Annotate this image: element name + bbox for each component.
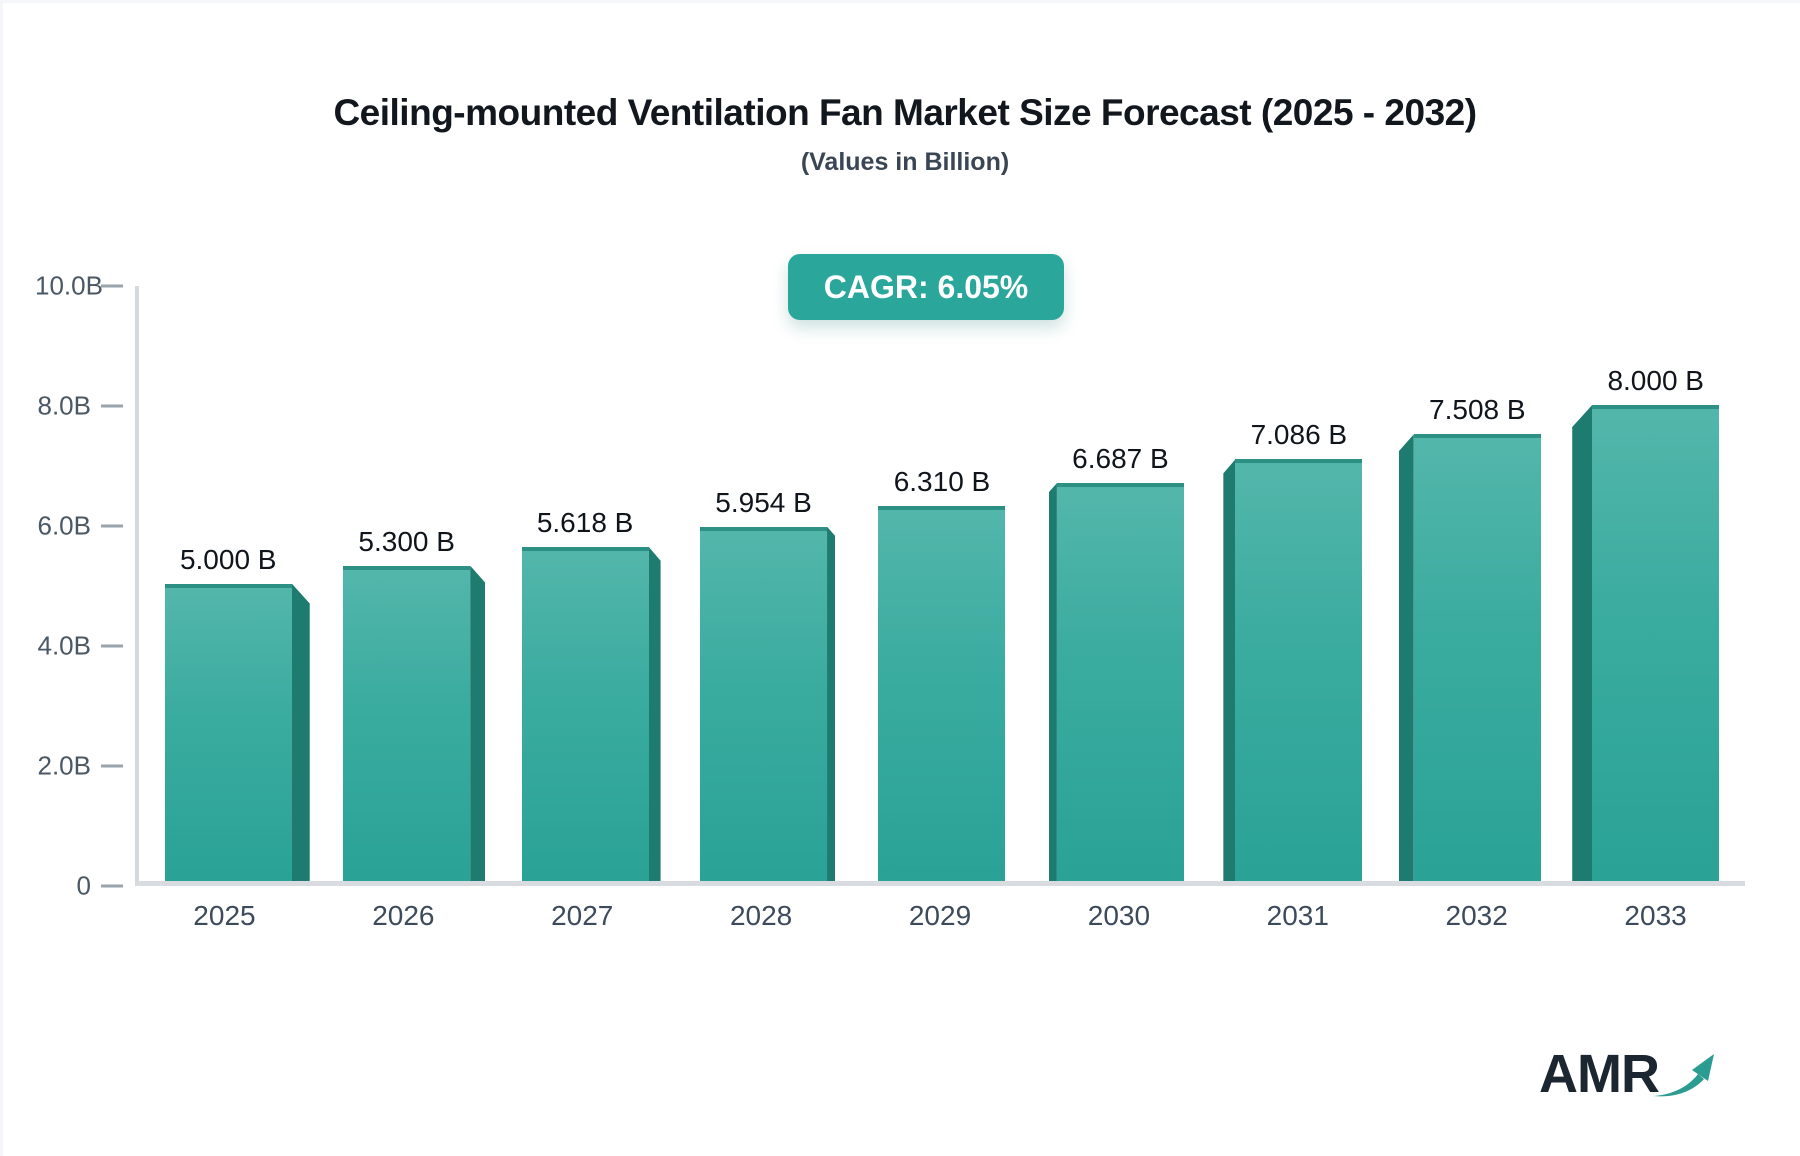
y-axis-tick-label: 8.0B xyxy=(37,390,92,421)
y-axis-tick-label: 10.0B xyxy=(35,270,103,301)
bar-value-label: 5.000 B xyxy=(179,543,277,575)
bar-side-face xyxy=(470,565,486,881)
bar-side-face xyxy=(1572,405,1593,881)
bar-slot: 7.508 B xyxy=(1388,286,1566,881)
chart-title: Ceiling-mounted Ventilation Fan Market S… xyxy=(333,92,1477,133)
cagr-badge: CAGR: 6.05% xyxy=(788,254,1064,320)
plot-area: 5.000 B 5.300 B 5.618 B 5.954 B 6.310 B 6.687… xyxy=(135,286,1745,886)
bar-slot: 8.000 B xyxy=(1567,286,1745,881)
amr-logo: AMR xyxy=(1539,1043,1715,1104)
bar-value-label: 5.300 B xyxy=(358,525,455,557)
y-axis-tick-label: 4.0B xyxy=(37,630,92,661)
x-axis-label: 2027 xyxy=(551,900,614,931)
bar-2025[interactable]: 5.000 B xyxy=(164,544,310,881)
bar-value-label: 7.508 B xyxy=(1429,394,1526,426)
bar-value-label: 5.954 B xyxy=(715,486,812,518)
bar-slot: 5.954 B xyxy=(674,286,852,881)
x-axis-label: 2030 xyxy=(1087,900,1151,931)
x-axis-label: 2033 xyxy=(1624,900,1687,931)
x-axis-label: 2032 xyxy=(1445,900,1508,931)
bar-2031[interactable]: 7.086 B xyxy=(1223,419,1363,881)
chart-subtitle: (Values in Billion) xyxy=(800,148,1010,176)
bar-slot: 5.618 B xyxy=(496,286,674,881)
x-axis-label: 2031 xyxy=(1266,900,1329,931)
y-axis-tick-mark xyxy=(101,644,123,648)
x-axis-label: 2029 xyxy=(908,900,972,931)
bar-2029[interactable]: 6.310 B xyxy=(878,466,1006,881)
trending-up-arrow-icon xyxy=(1653,1054,1714,1097)
bar-slot: 5.000 B xyxy=(139,286,317,881)
y-axis-tick-mark xyxy=(101,284,123,288)
bar-side-face xyxy=(1223,459,1236,881)
bar-2026[interactable]: 5.300 B xyxy=(343,526,486,881)
y-axis-tick-mark xyxy=(101,404,123,408)
bar-chart: 10.0B 8.0B 6.0B 4.0B 2.0B 0 5.000 B 5.300 B 5.6… xyxy=(35,271,1751,901)
x-axis-label: 2026 xyxy=(372,900,435,931)
bar-value-label: 6.310 B xyxy=(893,465,991,497)
bar-slot: 6.310 B xyxy=(853,286,1031,881)
x-axis-label: 2028 xyxy=(729,900,793,931)
bars-container: 5.000 B 5.300 B 5.618 B 5.954 B 6.310 B 6.687… xyxy=(139,286,1745,881)
bar-value-label: 7.086 B xyxy=(1250,419,1348,451)
x-axis: 2025 2026 2027 2028 2029 2030 2031 2032 2033 xyxy=(135,900,1745,932)
bar-2030[interactable]: 6.687 B xyxy=(1048,443,1184,881)
logo-text: AMR xyxy=(1539,1043,1660,1104)
y-axis-tick-mark xyxy=(101,524,123,528)
y-axis-tick-mark xyxy=(101,764,123,768)
bar-side-face xyxy=(827,526,836,881)
bar-2033[interactable]: 8.000 B xyxy=(1572,365,1720,881)
bar-slot: 6.687 B xyxy=(1031,286,1209,881)
bar-side-face xyxy=(1048,483,1057,881)
bar-side-face xyxy=(1398,434,1414,881)
bar-2032[interactable]: 7.508 B xyxy=(1398,394,1541,881)
y-axis-tick-label: 2.0B xyxy=(37,750,92,781)
y-axis-tick-label: 0 xyxy=(76,870,91,901)
bar-slot: 7.086 B xyxy=(1210,286,1388,881)
bar-slot: 5.300 B xyxy=(317,286,495,881)
bar-2028[interactable]: 5.954 B xyxy=(700,487,836,881)
x-axis-label: 2025 xyxy=(193,900,256,931)
bar-2027[interactable]: 5.618 B xyxy=(521,507,661,881)
y-axis-tick-mark xyxy=(101,884,123,888)
bar-value-label: 5.618 B xyxy=(536,506,634,538)
bar-side-face xyxy=(291,583,310,881)
y-axis-tick-label: 6.0B xyxy=(37,510,92,541)
bar-value-label: 8.000 B xyxy=(1607,365,1704,396)
bar-side-face xyxy=(648,546,661,881)
bar-value-label: 6.687 B xyxy=(1072,443,1169,475)
